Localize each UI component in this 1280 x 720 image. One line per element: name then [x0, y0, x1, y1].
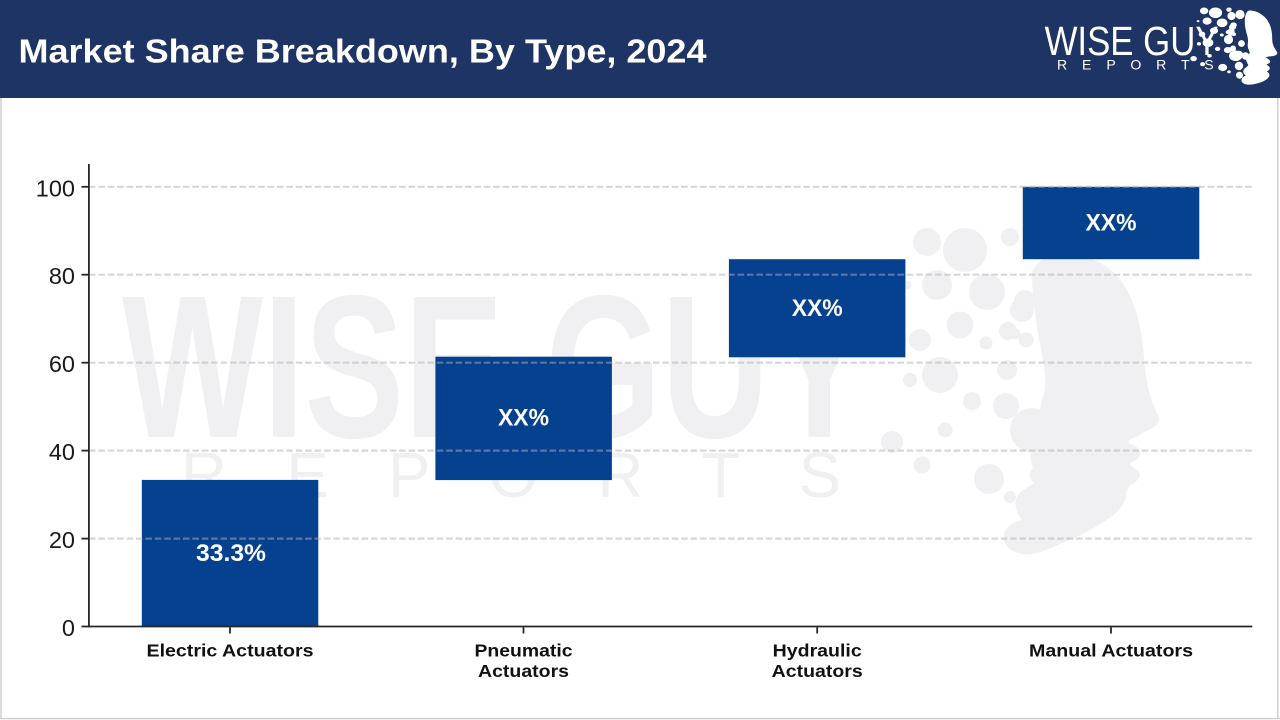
svg-text:Electric Actuators: Electric Actuators [147, 641, 314, 661]
svg-text:Manual Actuators: Manual Actuators [1029, 641, 1193, 661]
svg-text:80: 80 [49, 263, 75, 289]
svg-text:Hydraulic: Hydraulic [773, 641, 862, 661]
svg-text:WISE GUY: WISE GUY [1045, 18, 1219, 64]
svg-text:XX%: XX% [498, 404, 549, 431]
svg-text:0: 0 [62, 615, 75, 641]
svg-text:Actuators: Actuators [772, 661, 863, 681]
svg-text:40: 40 [49, 439, 75, 465]
svg-text:Actuators: Actuators [478, 661, 569, 681]
svg-text:33.3%: 33.3% [196, 540, 266, 567]
svg-text:Pneumatic: Pneumatic [475, 641, 573, 661]
svg-text:XX%: XX% [1086, 210, 1137, 237]
svg-text:Market Share Breakdown, By Typ: Market Share Breakdown, By Type, 2024 [19, 33, 708, 70]
svg-text:100: 100 [36, 175, 75, 201]
svg-text:XX%: XX% [792, 295, 843, 322]
svg-text:60: 60 [49, 351, 75, 377]
svg-text:20: 20 [49, 527, 75, 553]
svg-text:R E P O R T S: R E P O R T S [1057, 56, 1214, 72]
